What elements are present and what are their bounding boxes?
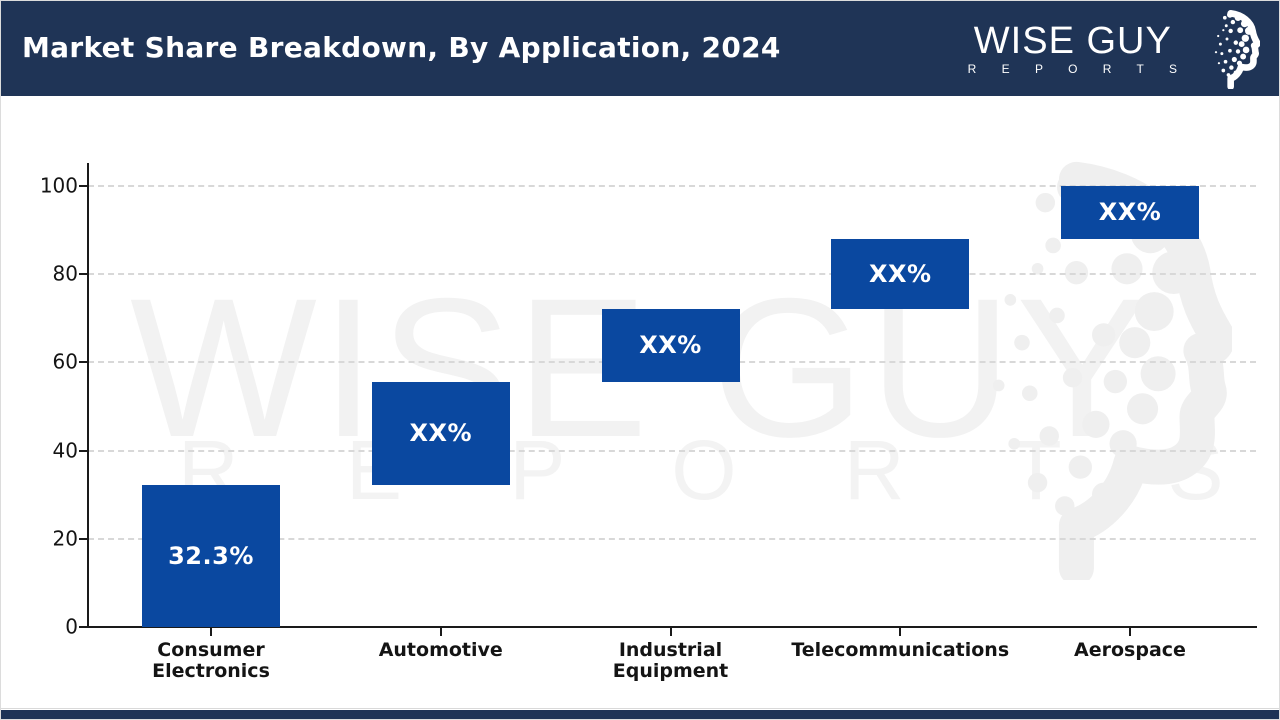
y-tick-label: 60 bbox=[52, 349, 78, 374]
wise-guy-reports-logo: WISE GUY R E P O R T S bbox=[958, 8, 1260, 89]
y-tick-mark bbox=[79, 273, 87, 276]
bar-value-label: XX% bbox=[639, 331, 702, 360]
x-category-label: Aerospace bbox=[1074, 640, 1186, 661]
y-tick-label: 0 bbox=[65, 614, 78, 639]
y-tick-label: 100 bbox=[39, 173, 78, 198]
x-tick-mark bbox=[210, 628, 212, 636]
x-category-label-line: Aerospace bbox=[1074, 639, 1186, 661]
x-category-label-line: Automotive bbox=[378, 639, 503, 661]
logo-wordmark: WISE GUY bbox=[973, 19, 1172, 62]
y-grid-line bbox=[88, 449, 1256, 452]
x-tick-mark bbox=[1129, 628, 1131, 636]
y-grid-line bbox=[88, 273, 1256, 276]
y-grid-line bbox=[88, 537, 1256, 540]
x-tick-mark bbox=[899, 628, 902, 636]
page-title: Market Share Breakdown, By Application, … bbox=[22, 30, 781, 64]
y-tick-mark bbox=[79, 626, 87, 628]
x-category-label-line: Equipment bbox=[612, 660, 729, 682]
content-divider bbox=[0, 708, 1280, 709]
dotted-head-icon bbox=[1194, 8, 1260, 89]
bar-segment: XX% bbox=[1061, 186, 1199, 239]
x-category-label: Consumer Electronics bbox=[152, 640, 270, 682]
bar-segment: XX% bbox=[831, 238, 970, 310]
x-axis-line bbox=[87, 626, 1257, 628]
x-tick-mark bbox=[669, 628, 672, 636]
y-tick-mark bbox=[79, 185, 87, 187]
bar-segment: 32.3% bbox=[142, 484, 280, 627]
y-tick-mark bbox=[79, 449, 87, 452]
x-tick-mark bbox=[439, 628, 442, 636]
footer-bar bbox=[0, 710, 1280, 720]
x-category-label: Automotive bbox=[379, 640, 503, 661]
y-tick-label: 20 bbox=[52, 526, 78, 551]
y-tick-mark bbox=[79, 537, 87, 540]
logo-subtitle: R E P O R T S bbox=[967, 61, 1188, 76]
x-category-label: Industrial Equipment bbox=[613, 640, 729, 682]
y-tick-label: 80 bbox=[52, 261, 78, 286]
bar-value-label: XX% bbox=[1098, 198, 1162, 227]
bar-segment: XX% bbox=[601, 309, 740, 382]
x-category-label: Telecommunications bbox=[791, 640, 1009, 661]
y-axis-line bbox=[87, 163, 89, 628]
logo-text: WISE GUY R E P O R T S bbox=[958, 21, 1188, 76]
bar-value-label: 32.3% bbox=[168, 541, 254, 570]
y-tick-mark bbox=[79, 361, 87, 364]
bar-value-label: XX% bbox=[409, 419, 473, 448]
x-category-label-line: Industrial bbox=[618, 639, 723, 661]
x-category-label-line: Telecommunications bbox=[791, 639, 1010, 661]
x-category-label-line: Consumer bbox=[157, 639, 265, 661]
header-bar: Market Share Breakdown, By Application, … bbox=[0, 0, 1280, 96]
x-category-label-line: Electronics bbox=[152, 660, 270, 682]
bar-value-label: XX% bbox=[868, 259, 932, 288]
bar-segment: XX% bbox=[371, 381, 510, 485]
y-tick-label: 40 bbox=[52, 438, 78, 463]
y-grid-line bbox=[88, 185, 1256, 187]
